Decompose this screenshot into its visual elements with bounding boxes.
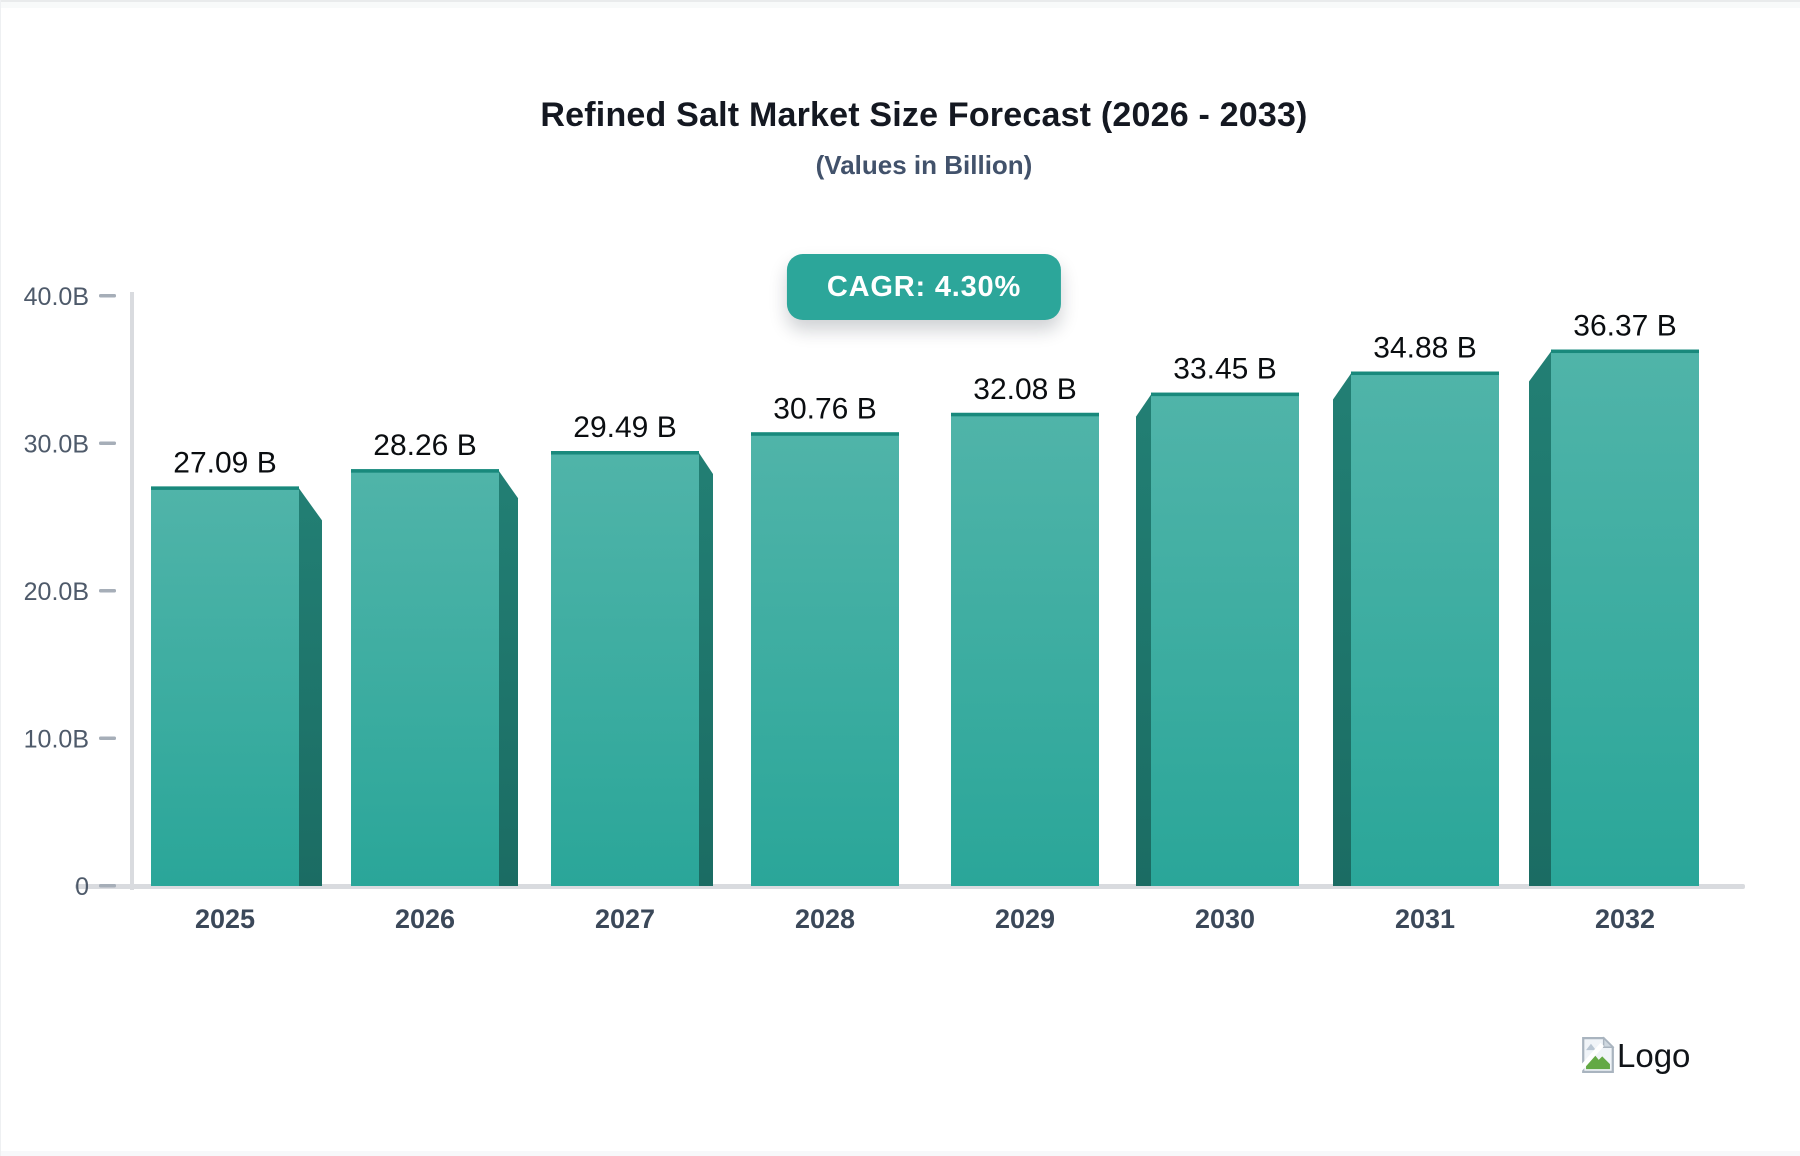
y-tick-label: 40.0B [24,283,89,311]
bar-value-label: 28.26 B [373,429,476,462]
y-tick-label: 30.0B [24,431,89,459]
bar-top-edge [351,469,499,473]
logo: Logo [1581,1036,1690,1074]
y-tick-dash [99,736,116,740]
bar-top-edge [551,451,699,455]
bar-front [751,432,899,886]
x-tick-label: 2030 [1195,904,1255,934]
x-tick-label: 2028 [795,904,855,934]
bar-front [551,451,699,886]
chart-subtitle: (Values in Billion) [815,150,1033,180]
bottom-strip [1,1151,1800,1156]
bar-top-edge [751,432,899,436]
bar-front [951,412,1099,886]
y-axis-line [130,292,134,890]
y-tick-label: 20.0B [24,578,89,606]
bar-front [1551,349,1699,887]
bar-value-label: 32.08 B [973,373,1076,406]
bar-value-label: 36.37 B [1573,310,1676,343]
bar-front [1351,371,1499,886]
cagr-badge: CAGR: 4.30% [786,254,1062,320]
x-tick-label: 2027 [595,904,655,934]
bar-top-edge [951,412,1099,417]
bar-top-edge [1551,349,1699,354]
x-tick-label: 2032 [1595,904,1655,934]
bar-side [499,471,518,886]
bar-top-edge [1151,392,1299,397]
y-tick-dash [99,441,116,445]
bar-value-label: 34.88 B [1373,332,1476,365]
x-tick-label: 2031 [1395,904,1455,934]
y-tick-label: 0 [75,873,89,901]
y-tick-dash [99,589,116,593]
top-strip [1,0,1800,8]
logo-text: Logo [1617,1037,1691,1074]
bar-value-label: 27.09 B [173,446,276,479]
bar-side [699,453,713,886]
x-tick-label: 2025 [195,904,255,934]
bar-value-label: 33.45 B [1173,353,1276,386]
y-tick-dash [99,294,116,298]
bar-side [1333,373,1351,886]
bar-front [151,486,299,886]
y-tick-dash [99,884,116,888]
x-tick-label: 2029 [995,904,1055,934]
bar-top-edge [151,486,299,490]
bar-value-label: 29.49 B [573,411,676,444]
bar-side [1529,351,1551,887]
chart-title: Refined Salt Market Size Forecast (2026 … [540,96,1308,134]
x-tick-label: 2026 [395,904,455,934]
broken-image-icon [1581,1036,1615,1074]
bar-front [351,469,499,886]
bar-side [1136,394,1151,886]
y-tick-label: 10.0B [24,726,89,754]
bar-side [299,488,322,886]
bar-top-edge [1351,371,1499,376]
bar-front [1151,392,1299,886]
bar-value-label: 30.76 B [773,392,876,425]
